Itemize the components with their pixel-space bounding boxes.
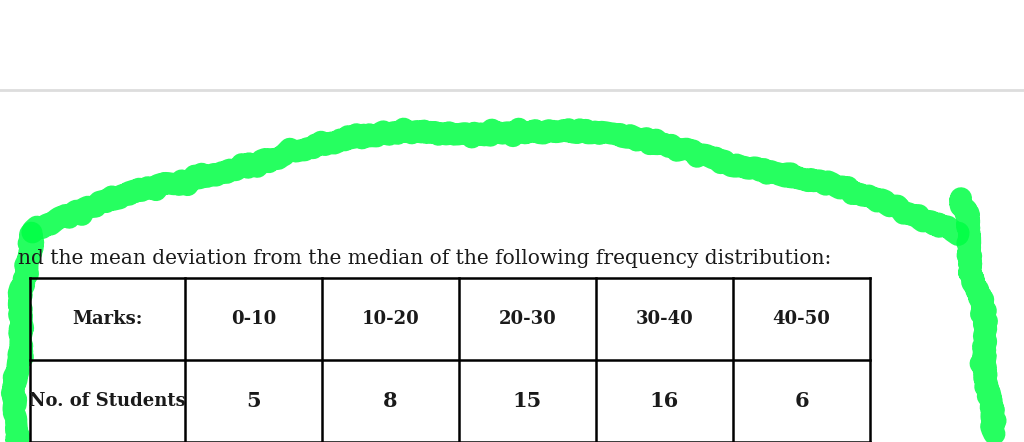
Text: 8: 8 [383, 391, 397, 411]
Text: 10-20: 10-20 [361, 310, 420, 328]
Text: 40-50: 40-50 [772, 310, 830, 328]
Text: No. of Students: No. of Students [29, 392, 186, 410]
Text: 15: 15 [513, 391, 542, 411]
Text: Marks:: Marks: [73, 310, 142, 328]
Text: 20-30: 20-30 [499, 310, 556, 328]
Text: 0-10: 0-10 [230, 310, 276, 328]
Text: 6: 6 [795, 391, 809, 411]
Text: 5: 5 [246, 391, 261, 411]
Text: 30-40: 30-40 [636, 310, 693, 328]
Text: nd the mean deviation from the median of the following frequency distribution:: nd the mean deviation from the median of… [18, 248, 831, 267]
Text: 16: 16 [650, 391, 679, 411]
